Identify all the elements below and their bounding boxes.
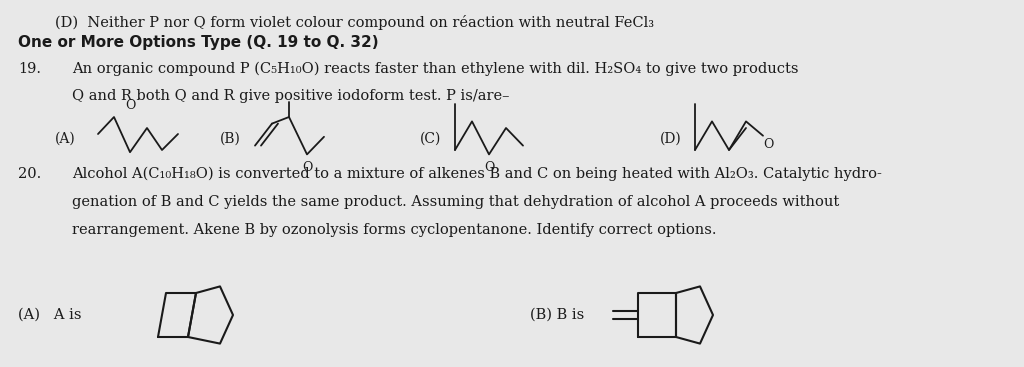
Text: O: O xyxy=(125,99,135,112)
Text: Alcohol A(C₁₀H₁₈O) is converted to a mixture of alkenes B and C on being heated : Alcohol A(C₁₀H₁₈O) is converted to a mix… xyxy=(72,167,882,181)
Text: Q and R both Q and R give positive iodoform test. P is/are–: Q and R both Q and R give positive iodof… xyxy=(72,89,510,103)
Text: (C): (C) xyxy=(420,132,441,146)
Text: 19.: 19. xyxy=(18,62,41,76)
Text: (A): (A) xyxy=(55,132,76,146)
Text: (B): (B) xyxy=(220,132,241,146)
Text: O: O xyxy=(763,138,773,151)
Text: 20.: 20. xyxy=(18,167,41,181)
Text: O: O xyxy=(302,161,312,174)
Text: An organic compound P (C₅H₁₀O) reacts faster than ethylene with dil. H₂SO₄ to gi: An organic compound P (C₅H₁₀O) reacts fa… xyxy=(72,62,799,76)
Text: genation of B and C yields the same product. Assuming that dehydration of alcoho: genation of B and C yields the same prod… xyxy=(72,195,840,209)
Text: (B) B is: (B) B is xyxy=(530,308,585,322)
Text: O: O xyxy=(483,161,495,174)
Text: One or More Options Type (Q. 19 to Q. 32): One or More Options Type (Q. 19 to Q. 32… xyxy=(18,35,379,50)
Text: (A)   A is: (A) A is xyxy=(18,308,82,322)
Text: rearrangement. Akene B by ozonolysis forms cyclopentanone. Identify correct opti: rearrangement. Akene B by ozonolysis for… xyxy=(72,223,717,237)
Text: (D): (D) xyxy=(660,132,682,146)
Text: (D)  Neither P nor Q form violet colour compound on réaction with neutral FeCl₃: (D) Neither P nor Q form violet colour c… xyxy=(55,15,654,30)
